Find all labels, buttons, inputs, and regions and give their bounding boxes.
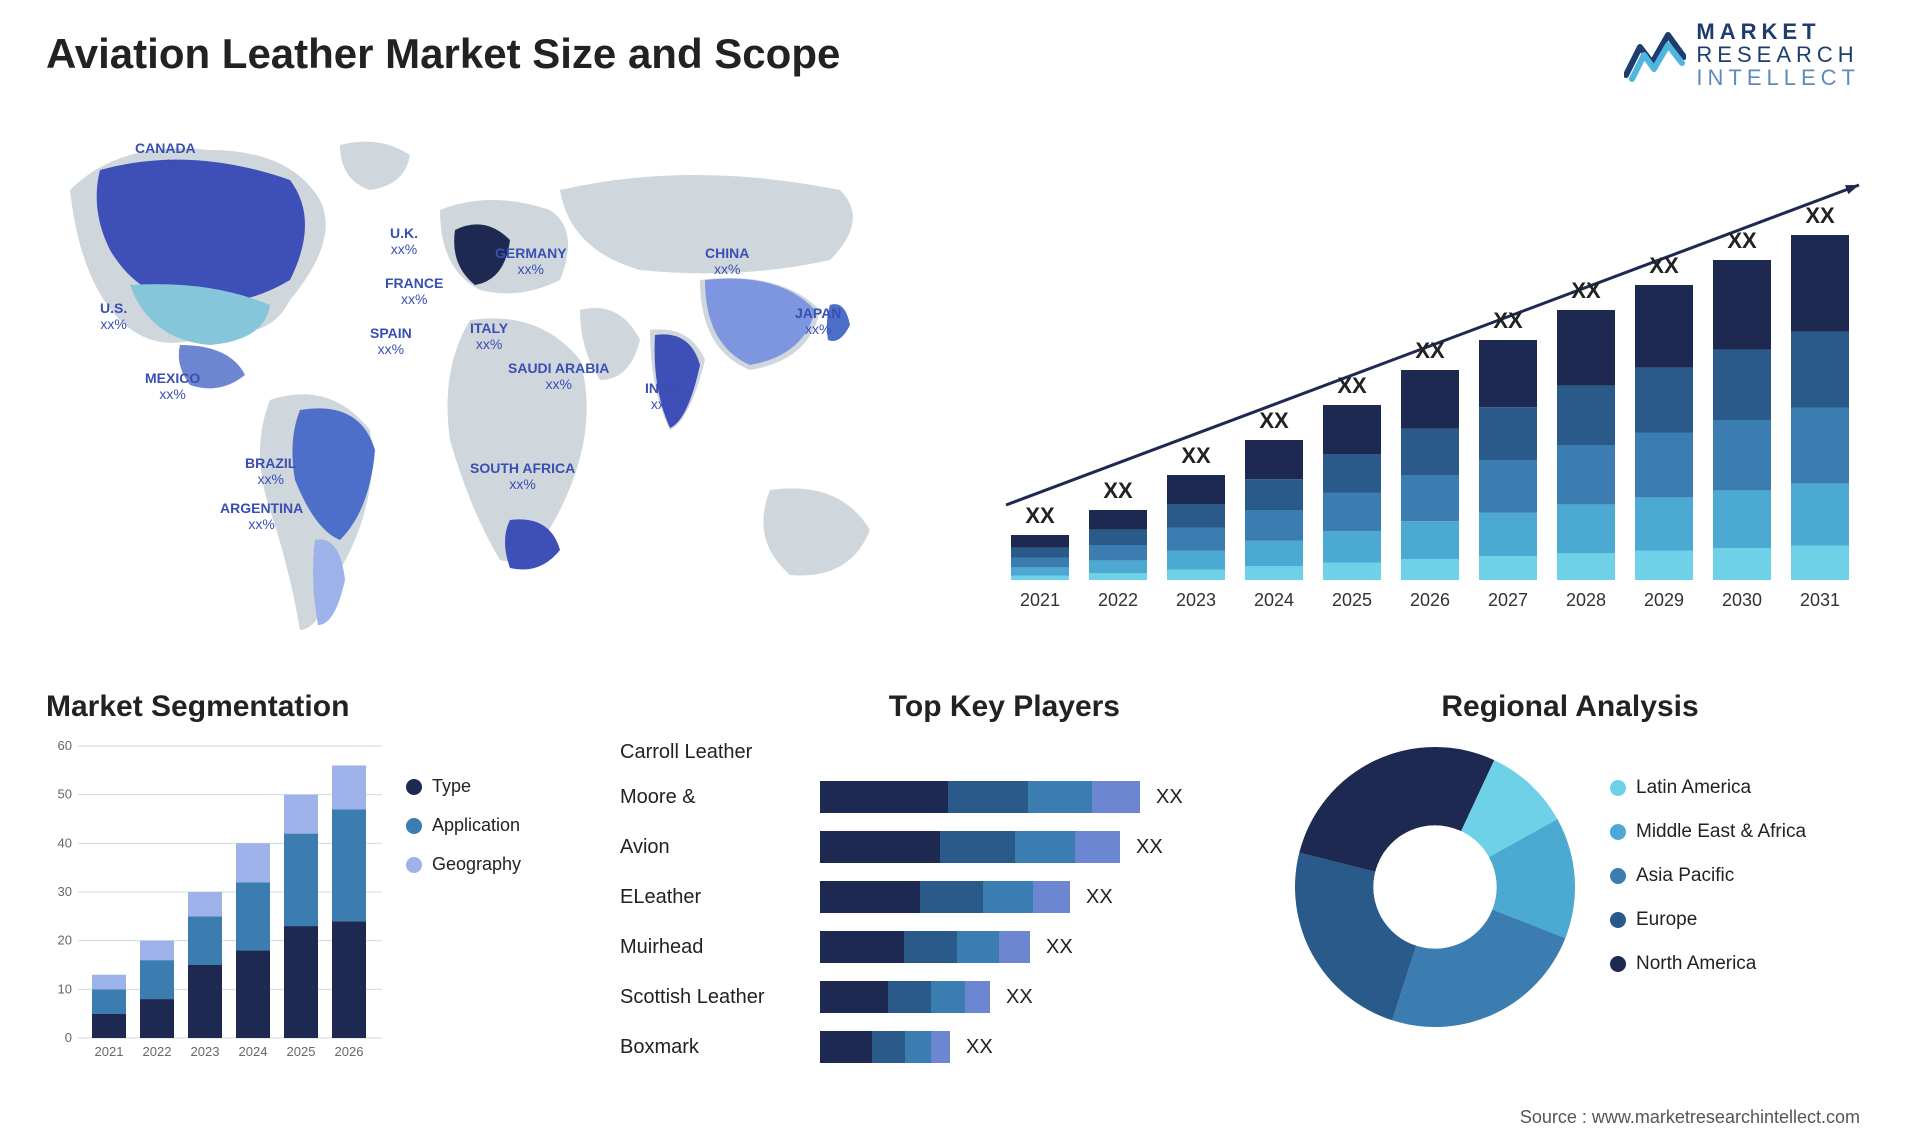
svg-text:2023: 2023	[191, 1044, 220, 1059]
source-label: Source : www.marketresearchintellect.com	[1520, 1107, 1860, 1128]
regional-analysis-section: Regional Analysis Latin America Middle Ea…	[1280, 690, 1860, 1110]
svg-text:2022: 2022	[1098, 590, 1138, 610]
player-value-label: XX	[1046, 936, 1073, 959]
brand-logo: MARKET RESEARCH INTELLECT	[1624, 20, 1860, 89]
players-bars-chart: XX XX XX XX XX XX	[820, 732, 1260, 1072]
country-label: INDIAxx%	[645, 380, 683, 412]
country-label: U.K.xx%	[390, 225, 418, 257]
world-map-section: CANADAxx% U.S.xx% MEXICOxx% BRAZILxx% ARGENT…	[40, 130, 910, 660]
svg-text:XX: XX	[1103, 478, 1133, 503]
country-label: CANADAxx%	[135, 140, 196, 172]
svg-text:2026: 2026	[1410, 590, 1450, 610]
player-value-label: XX	[1006, 986, 1033, 1009]
legend-item: Middle East & Africa	[1610, 821, 1806, 843]
segmentation-legend: Type Application Geography	[406, 736, 521, 1066]
country-label: ARGENTINAxx%	[220, 500, 303, 532]
svg-text:XX: XX	[1259, 408, 1289, 433]
logo-line3: INTELLECT	[1696, 66, 1860, 89]
segmentation-chart: 0 10 20 30 40 50 60 2021 2022 2023 2024 2025 2026	[46, 736, 386, 1066]
player-bar-row: XX	[820, 772, 1260, 822]
svg-text:2021: 2021	[95, 1044, 124, 1059]
country-label: U.S.xx%	[100, 300, 127, 332]
player-value-label: XX	[1156, 786, 1183, 809]
country-label: SOUTH AFRICAxx%	[470, 460, 575, 492]
svg-text:2024: 2024	[239, 1044, 268, 1059]
svg-text:20: 20	[58, 933, 72, 948]
legend-item: Type	[406, 776, 521, 797]
svg-text:2026: 2026	[335, 1044, 364, 1059]
svg-text:2030: 2030	[1722, 590, 1762, 610]
player-value-label: XX	[1086, 886, 1113, 909]
player-name: Boxmark	[620, 1022, 820, 1072]
player-name: ELeather	[620, 872, 820, 922]
svg-text:30: 30	[58, 884, 72, 899]
regional-legend: Latin America Middle East & Africa Asia Pa…	[1610, 777, 1806, 997]
regional-donut-chart	[1280, 732, 1590, 1042]
country-label: CHINAxx%	[705, 245, 749, 277]
svg-text:2024: 2024	[1254, 590, 1294, 610]
segmentation-title: Market Segmentation	[46, 690, 586, 724]
country-label: SPAINxx%	[370, 325, 412, 357]
svg-text:2027: 2027	[1488, 590, 1528, 610]
country-label: JAPANxx%	[795, 305, 841, 337]
svg-text:2031: 2031	[1800, 590, 1840, 610]
svg-text:2025: 2025	[1332, 590, 1372, 610]
svg-text:XX: XX	[1571, 278, 1601, 303]
country-label: SAUDI ARABIAxx%	[508, 360, 609, 392]
svg-text:2028: 2028	[1566, 590, 1606, 610]
svg-text:2022: 2022	[143, 1044, 172, 1059]
legend-item: Application	[406, 815, 521, 836]
country-label: GERMANYxx%	[495, 245, 567, 277]
player-name: Moore &	[620, 772, 820, 822]
svg-text:XX: XX	[1181, 443, 1211, 468]
market-size-chart: XX 2021 XX 2022 XX 2023 XX 2024 XX 2025 XX 2026 XX 20…	[980, 140, 1860, 620]
logo-line2: RESEARCH	[1696, 43, 1860, 66]
svg-text:XX: XX	[1337, 373, 1367, 398]
svg-text:2023: 2023	[1176, 590, 1216, 610]
svg-text:60: 60	[58, 738, 72, 753]
svg-text:2029: 2029	[1644, 590, 1684, 610]
legend-item: Asia Pacific	[1610, 865, 1806, 887]
svg-text:XX: XX	[1805, 203, 1835, 228]
player-name: Avion	[620, 822, 820, 872]
player-bar-row: XX	[820, 822, 1260, 872]
svg-text:2025: 2025	[287, 1044, 316, 1059]
country-label: FRANCExx%	[385, 275, 443, 307]
legend-item: Latin America	[1610, 777, 1806, 799]
players-header-label: Carroll Leather	[620, 732, 820, 772]
legend-item: North America	[1610, 953, 1806, 975]
player-name: Muirhead	[620, 922, 820, 972]
country-label: BRAZILxx%	[245, 455, 296, 487]
svg-text:XX: XX	[1025, 503, 1055, 528]
svg-text:XX: XX	[1493, 308, 1523, 333]
player-bar-row: XX	[820, 922, 1260, 972]
key-players-section: Top Key Players Carroll LeatherMoore &Av…	[620, 690, 1260, 1110]
player-bar-row: XX	[820, 872, 1260, 922]
player-value-label: XX	[966, 1036, 993, 1059]
svg-text:50: 50	[58, 787, 72, 802]
player-bar-row: XX	[820, 972, 1260, 1022]
player-bar-row: XX	[820, 1022, 1260, 1072]
svg-text:2021: 2021	[1020, 590, 1060, 610]
country-label: ITALYxx%	[470, 320, 508, 352]
legend-item: Europe	[1610, 909, 1806, 931]
players-title: Top Key Players	[620, 690, 1260, 724]
player-name: Scottish Leather	[620, 972, 820, 1022]
logo-line1: MARKET	[1696, 20, 1860, 43]
legend-item: Geography	[406, 854, 521, 875]
players-names: Carroll LeatherMoore &AvionELeatherMuirh…	[620, 732, 820, 1072]
svg-text:XX: XX	[1727, 228, 1757, 253]
svg-text:40: 40	[58, 835, 72, 850]
logo-mark-icon	[1624, 27, 1686, 83]
page-title: Aviation Leather Market Size and Scope	[46, 30, 840, 78]
svg-text:XX: XX	[1649, 253, 1679, 278]
country-label: MEXICOxx%	[145, 370, 200, 402]
player-value-label: XX	[1136, 836, 1163, 859]
svg-text:XX: XX	[1415, 338, 1445, 363]
svg-text:0: 0	[65, 1030, 72, 1045]
svg-text:10: 10	[58, 981, 72, 996]
market-segmentation-section: Market Segmentation 0 10 20 30 40 50 60 2021 202…	[46, 690, 586, 1110]
regional-title: Regional Analysis	[1280, 690, 1860, 724]
